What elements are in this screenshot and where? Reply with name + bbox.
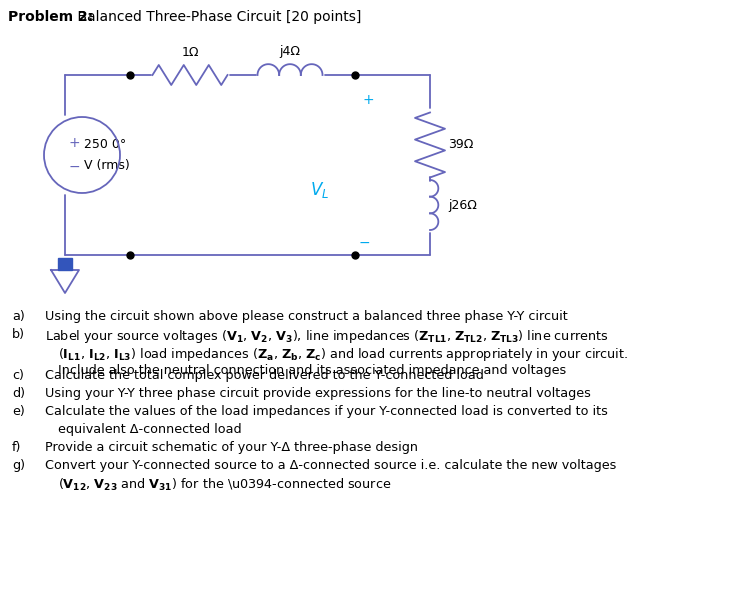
Text: d): d) [12, 387, 25, 400]
Text: Include also the neutral connection and its associated impedance and voltages: Include also the neutral connection and … [58, 364, 566, 377]
Text: j4Ω: j4Ω [279, 45, 300, 58]
Text: j26Ω: j26Ω [448, 199, 477, 212]
Text: Provide a circuit schematic of your Y-Δ three-phase design: Provide a circuit schematic of your Y-Δ … [45, 441, 418, 454]
Text: 39Ω: 39Ω [448, 139, 474, 151]
Text: Calculate the values of the load impedances if your Y-connected load is converte: Calculate the values of the load impedan… [45, 405, 608, 418]
Text: Balanced Three-Phase Circuit [20 points]: Balanced Three-Phase Circuit [20 points] [73, 10, 362, 24]
Text: +: + [363, 93, 375, 107]
Text: Convert your Y-connected source to a Δ-connected source i.e. calculate the new v: Convert your Y-connected source to a Δ-c… [45, 459, 616, 472]
Text: Calculate the total complex power delivered to the Y-connected load: Calculate the total complex power delive… [45, 369, 484, 382]
Text: g): g) [12, 459, 25, 472]
Text: f): f) [12, 441, 22, 454]
Text: −: − [359, 236, 371, 250]
Text: ($\mathbf{V_{12}}$, $\mathbf{V_{23}}$ and $\mathbf{V_{31}}$) for the \u0394-conn: ($\mathbf{V_{12}}$, $\mathbf{V_{23}}$ an… [58, 477, 391, 493]
Text: c): c) [12, 369, 24, 382]
Text: a): a) [12, 310, 25, 323]
Text: Using your Y-Y three phase circuit provide expressions for the line-to neutral v: Using your Y-Y three phase circuit provi… [45, 387, 591, 400]
Text: ($\mathbf{I_{L1}}$, $\mathbf{I_{L2}}$, $\mathbf{I_{L3}}$) load impedances ($\mat: ($\mathbf{I_{L1}}$, $\mathbf{I_{L2}}$, $… [58, 346, 628, 363]
Text: 1Ω: 1Ω [182, 46, 199, 59]
Text: $V_L$: $V_L$ [310, 180, 329, 200]
Text: Using the circuit shown above please construct a balanced three phase Y-Y circui: Using the circuit shown above please con… [45, 310, 568, 323]
Text: −: − [68, 160, 80, 174]
Text: equivalent Δ-connected load: equivalent Δ-connected load [58, 423, 241, 436]
Text: Problem 2:: Problem 2: [8, 10, 93, 24]
Text: V (rms): V (rms) [84, 158, 130, 171]
Text: +: + [68, 136, 80, 150]
Text: b): b) [12, 328, 25, 341]
Text: e): e) [12, 405, 25, 418]
Text: 250 0°: 250 0° [84, 139, 126, 151]
Bar [58, 258, 72, 270]
Text: Label your source voltages ($\mathbf{V_1}$, $\mathbf{V_2}$, $\mathbf{V_3}$), lin: Label your source voltages ($\mathbf{V_1… [45, 328, 609, 345]
